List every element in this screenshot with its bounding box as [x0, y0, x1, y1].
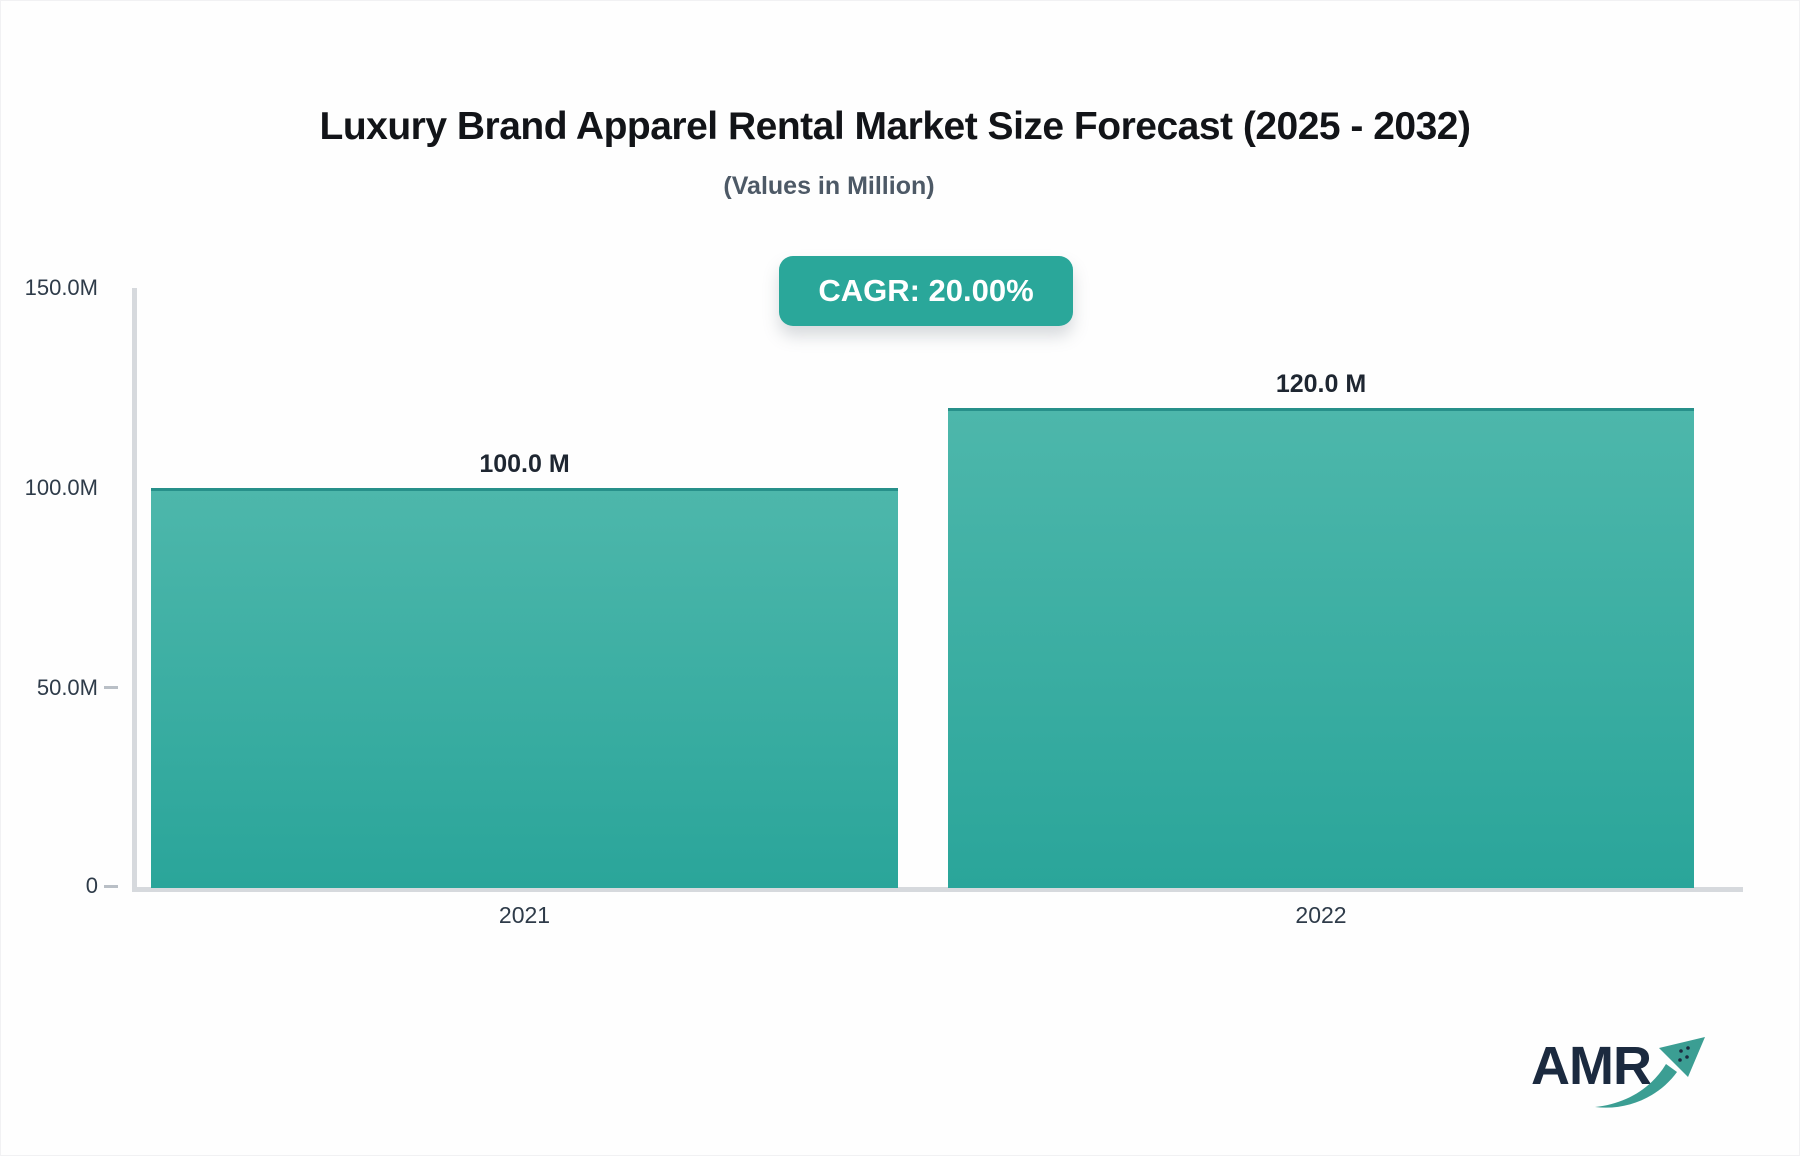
x-tick-label-2022: 2022 [1295, 902, 1347, 928]
bar-2021 [151, 488, 898, 888]
amr-logo: AMR [1531, 1031, 1731, 1121]
x-tick-label-2021: 2021 [498, 902, 551, 928]
y-tick-label-100m: 100.0M [24, 475, 98, 500]
bar-value-label-2021: 100.0 M [479, 450, 570, 478]
y-tick-label-50m: 50.0M [36, 675, 98, 700]
chart-title: Luxury Brand Apparel Rental Market Size … [319, 105, 1471, 148]
y-tick-label-150m: 150.0M [24, 275, 98, 300]
bar-2022 [948, 408, 1694, 888]
cagr-badge-label: CAGR: 20.00% [818, 273, 1034, 308]
chart-subtitle: (Values in Million) [723, 172, 935, 200]
bar-group-2022: 120.0 M [948, 288, 1694, 888]
y-tick-label-0: 0 [85, 873, 98, 898]
y-tick-mark-50m [104, 686, 118, 689]
bar-group-2021: 100.0 M [151, 288, 898, 888]
bar-value-label-2022: 120.0 M [1275, 370, 1367, 398]
y-tick-mark-0 [104, 885, 118, 888]
x-axis-line [132, 887, 1743, 892]
growth-arrow-icon [1595, 1037, 1705, 1108]
plot-area: 100.0 M 120.0 M [132, 288, 1743, 888]
cagr-badge: CAGR: 20.00% [779, 256, 1073, 326]
y-axis-line [132, 288, 137, 891]
amr-logo-text: AMR [1531, 1036, 1652, 1096]
